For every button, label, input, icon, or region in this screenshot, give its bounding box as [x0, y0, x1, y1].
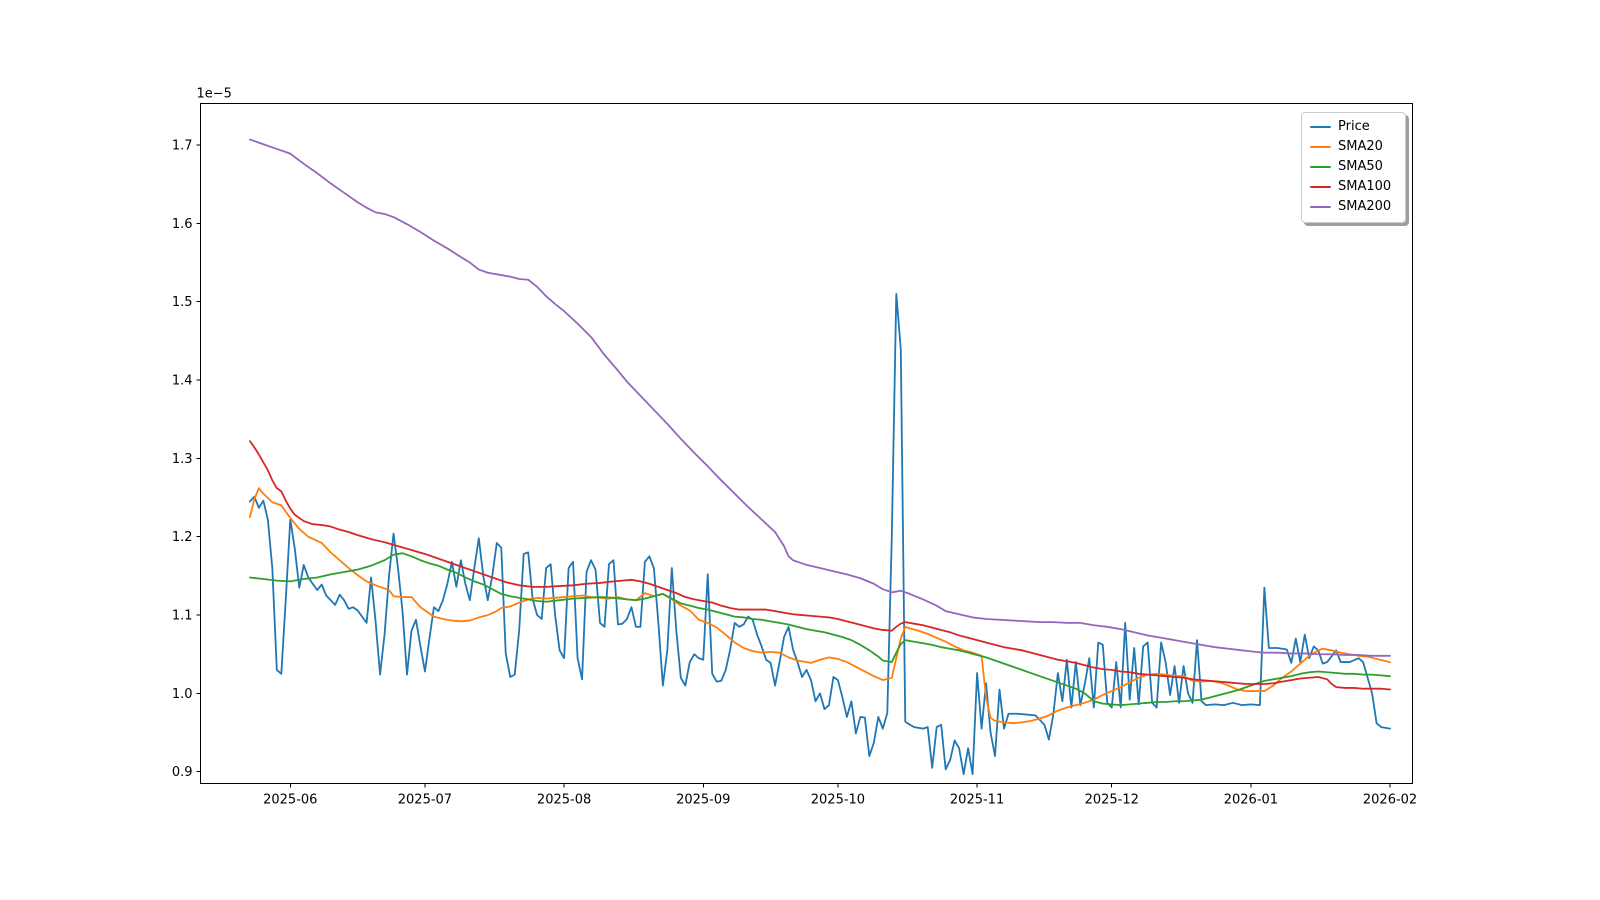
- series-line-sma200: [248, 138, 1391, 657]
- series-line-sma20: [248, 487, 1391, 725]
- x-tick-label: 2025-11: [950, 793, 1004, 808]
- x-tick-label: 2025-10: [811, 793, 865, 808]
- series-line-sma50: [248, 552, 1391, 707]
- y-tick-label: 1.2: [172, 530, 193, 545]
- legend-label: SMA100: [1338, 179, 1392, 194]
- y-tick-label: 1.5: [172, 295, 193, 310]
- legend-line-swatch: [1310, 185, 1331, 189]
- x-tick-label: 2025-12: [1085, 793, 1139, 808]
- y-tick-label: 1.4: [172, 374, 193, 389]
- legend-line-swatch: [1310, 125, 1331, 129]
- legend-entry-sma100: SMA100: [1310, 177, 1397, 197]
- legend-entry-sma200: SMA200: [1310, 197, 1397, 217]
- y-tick-label: 1.7: [172, 139, 193, 154]
- legend-line-swatch: [1310, 205, 1331, 209]
- y-tick-label: 0.9: [172, 765, 193, 780]
- legend-label: SMA50: [1338, 159, 1383, 174]
- legend-label: SMA200: [1338, 199, 1392, 214]
- y-tick-label: 1.0: [172, 687, 193, 702]
- series-line-price: [248, 292, 1391, 775]
- legend-line-swatch: [1310, 165, 1331, 169]
- y-tick-label: 1.6: [172, 217, 193, 232]
- legend: Price SMA20 SMA50 SMA100 SMA200: [1301, 112, 1406, 223]
- legend-entry-price: Price: [1310, 117, 1397, 137]
- y-tick-label: 1.3: [172, 452, 193, 467]
- x-tick-label: 2025-06: [263, 793, 317, 808]
- x-tick-label: 2025-09: [676, 793, 730, 808]
- x-tick-label: 2025-07: [398, 793, 452, 808]
- legend-line-swatch: [1310, 145, 1331, 149]
- x-tick-label: 2025-08: [537, 793, 591, 808]
- legend-label: Price: [1338, 119, 1370, 134]
- x-tick-label: 2026-01: [1224, 793, 1278, 808]
- legend-label: SMA20: [1338, 139, 1383, 154]
- y-axis-offset-text: 1e−5: [197, 87, 232, 102]
- series-line-sma100: [248, 440, 1391, 691]
- x-tick-label: 2026-02: [1363, 793, 1417, 808]
- plot-frame: [200, 103, 1413, 784]
- y-tick-label: 1.1: [172, 609, 193, 624]
- legend-entry-sma50: SMA50: [1310, 157, 1397, 177]
- legend-entry-sma20: SMA20: [1310, 137, 1397, 157]
